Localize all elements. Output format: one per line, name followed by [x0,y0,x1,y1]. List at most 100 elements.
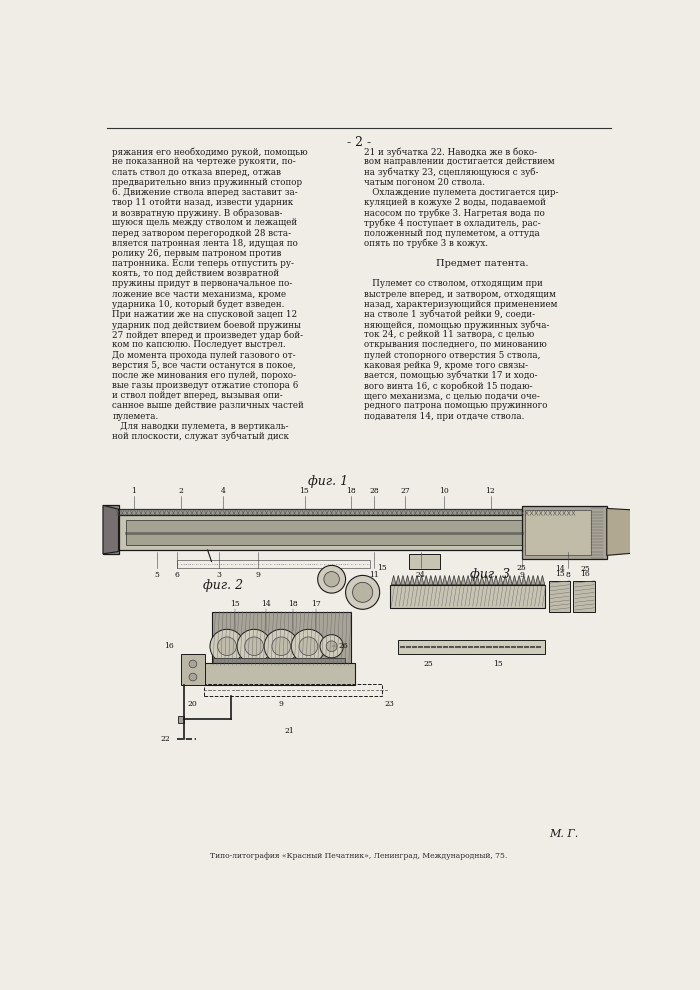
Text: фиг. 2: фиг. 2 [203,579,243,592]
Text: 12: 12 [486,486,496,495]
Bar [526,510,592,555]
Text: 28: 28 [370,486,379,495]
Text: 15: 15 [300,486,309,495]
Text: 9: 9 [519,571,524,579]
Text: М. Г.: М. Г. [550,829,579,839]
Polygon shape [466,575,470,585]
Text: подавателя 14, при отдаче ствола.: подавателя 14, при отдаче ствола. [364,412,524,421]
Text: 18: 18 [346,486,356,495]
Text: 21 и зубчатка 22. Наводка же в боко-: 21 и зубчатка 22. Наводка же в боко- [364,148,538,156]
Polygon shape [391,575,396,585]
Circle shape [218,637,237,655]
Polygon shape [540,575,545,585]
Text: ком по капсюлю. Последует выстрел.: ком по капсюлю. Последует выстрел. [112,341,286,349]
Polygon shape [508,575,512,585]
Circle shape [189,673,197,681]
Text: положенный под пулеметом, а оттуда: положенный под пулеметом, а оттуда [364,229,540,238]
Bar [126,520,522,545]
Bar [390,585,545,608]
Polygon shape [442,575,447,585]
Circle shape [353,582,372,602]
Text: выстреле вперед, и затвором, отходящим: выстреле вперед, и затвором, отходящим [364,290,556,299]
Text: опять по трубке 3 в кожух.: опять по трубке 3 в кожух. [364,239,488,248]
Circle shape [326,641,337,651]
Text: Пулемет со стволом, отходящим при: Пулемет со стволом, отходящим при [364,279,543,288]
Text: 6: 6 [174,571,179,579]
Bar [409,553,440,569]
Text: 6. Движение ствола вперед заставит за-: 6. Движение ствола вперед заставит за- [112,188,298,197]
Text: не показанной на чертеже рукояти, по-: не показанной на чертеже рукояти, по- [112,157,296,166]
Text: При нажатии же на спусковой зацеп 12: При нажатии же на спусковой зацеп 12 [112,310,298,319]
Text: 14: 14 [555,565,565,573]
Polygon shape [475,575,480,585]
Text: на зубчатку 23, сцепляющуюся с зуб-: на зубчатку 23, сцепляющуюся с зуб- [364,167,539,177]
Bar [549,581,570,612]
Polygon shape [522,575,526,585]
Bar [103,505,118,553]
Polygon shape [433,575,438,585]
Polygon shape [456,575,461,585]
Polygon shape [512,575,517,585]
Polygon shape [438,575,442,585]
Text: слать ствол до отказа вперед, отжав: слать ствол до отказа вперед, отжав [112,167,281,176]
Polygon shape [536,575,540,585]
Text: ложение все части механизма, кроме: ложение все части механизма, кроме [112,290,286,299]
Text: 5: 5 [155,571,160,579]
Text: Предмет патента.: Предмет патента. [437,259,529,268]
Text: трубке 4 поступает в охладитель, рас-: трубке 4 поступает в охладитель, рас- [364,219,541,228]
Bar [115,516,584,550]
Text: 16: 16 [580,570,590,578]
Text: фиг. 1: фиг. 1 [308,475,348,488]
Text: Типо-литография «Красный Печатник», Ленинград, Международный, 75.: Типо-литография «Красный Печатник», Лени… [210,851,508,859]
Text: патронника. Если теперь отпустить ру-: патронника. Если теперь отпустить ру- [112,259,294,268]
Text: 22: 22 [161,735,170,742]
Text: каковая рейка 9, кроме того связы-: каковая рейка 9, кроме того связы- [364,360,528,369]
Text: назад, характеризующийся применением: назад, характеризующийся применением [364,300,557,309]
Text: 24: 24 [416,571,426,579]
Text: ток 24, с рейкой 11 затвора, с целью: ток 24, с рейкой 11 затвора, с целью [364,331,534,340]
Text: вые газы произведут отжатие стопора 6: вые газы произведут отжатие стопора 6 [112,381,299,390]
Text: на стволе 1 зубчатой рейки 9, соеди-: на стволе 1 зубчатой рейки 9, соеди- [364,310,536,320]
Polygon shape [419,575,424,585]
Text: 9: 9 [256,571,260,579]
Text: 4: 4 [220,486,225,495]
Polygon shape [470,575,475,585]
Text: 10: 10 [439,486,449,495]
Polygon shape [484,575,489,585]
Text: вого винта 16, с коробкой 15 подаю-: вого винта 16, с коробкой 15 подаю- [364,381,533,391]
Circle shape [318,565,346,593]
Polygon shape [400,575,405,585]
Bar [573,581,595,612]
Polygon shape [414,575,419,585]
Text: ударник под действием боевой пружины: ударник под действием боевой пружины [112,320,301,330]
Text: пружины придут в первоначальное по-: пружины придут в первоначальное по- [112,279,293,288]
Text: 11: 11 [370,571,379,579]
Bar [234,612,281,631]
Text: после же минования его пулей, порохо-: после же минования его пулей, порохо- [112,371,296,380]
Text: 1: 1 [132,486,136,495]
Text: - 2 -: - 2 - [346,136,371,148]
Polygon shape [489,575,493,585]
Text: ролику 26, первым патроном против: ролику 26, первым патроном против [112,248,281,258]
Text: пулей стопорного отверстия 5 ствола,: пулей стопорного отверстия 5 ствола, [364,350,540,359]
Bar [204,684,382,696]
Bar [178,716,184,724]
Polygon shape [531,575,536,585]
Text: щего механизма, с целью подачи оче-: щего механизма, с целью подачи оче- [364,391,540,400]
Text: верстия 5, все части останутся в покое,: верстия 5, все части останутся в покое, [112,360,296,369]
Circle shape [324,571,340,587]
Text: 15: 15 [555,570,565,578]
Polygon shape [517,575,522,585]
Text: 26: 26 [338,643,348,650]
Text: 8: 8 [566,571,570,579]
Polygon shape [428,575,433,585]
Polygon shape [503,575,507,585]
Text: 25: 25 [580,565,590,573]
Text: вляется патронная лента 18, идущая по: вляется патронная лента 18, идущая по [112,239,298,248]
Text: вается, помощью зубчатки 17 и ходо-: вается, помощью зубчатки 17 и ходо- [364,371,538,380]
Circle shape [299,637,318,655]
Bar [211,612,351,665]
Text: вом направлении достигается действием: вом направлении достигается действием [364,157,555,166]
Bar [176,560,370,567]
Text: ряжания его необходимо рукой, помощью: ряжания его необходимо рукой, помощью [112,148,308,156]
